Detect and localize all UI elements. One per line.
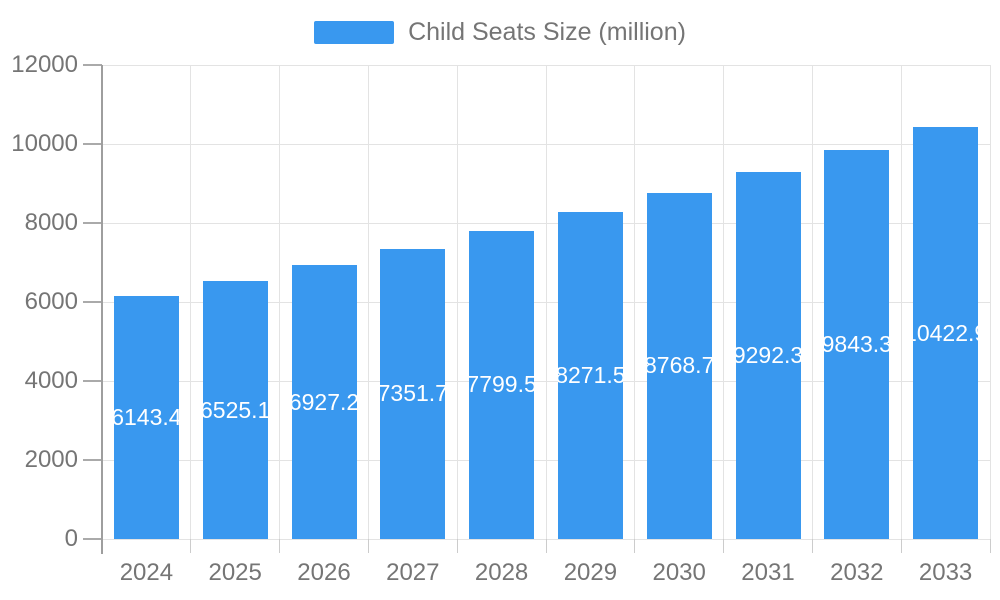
x-gridline xyxy=(545,65,547,539)
x-gridline xyxy=(723,65,725,539)
x-tick-label: 2032 xyxy=(830,559,884,586)
x-axis-tick xyxy=(634,539,636,553)
x-tick-label: 2029 xyxy=(563,559,618,586)
legend-label: Child Seats Size (million) xyxy=(408,18,686,46)
y-axis-tick xyxy=(83,222,102,224)
x-tick-label: 2026 xyxy=(297,559,351,586)
y-tick-label: 4000 xyxy=(24,367,78,394)
bar-value-label: 7799.5 xyxy=(469,371,535,398)
x-gridline xyxy=(900,65,902,539)
x-tick-label: 2027 xyxy=(386,559,440,586)
y-tick-label: 8000 xyxy=(24,209,78,236)
bar-2028[interactable]: 7799.5 xyxy=(469,230,535,539)
bar-value-label: 8768.7 xyxy=(646,352,712,379)
y-axis-tick xyxy=(83,538,102,540)
legend-item[interactable]: Child Seats Size (million) xyxy=(0,18,1000,47)
bar-value-label: 9843.3 xyxy=(824,331,890,358)
bar-value-label: 8271.5 xyxy=(557,362,623,389)
y-tick-label: 10000 xyxy=(11,130,78,157)
x-gridline xyxy=(811,65,813,539)
legend-swatch xyxy=(314,21,395,44)
y-tick-label: 2000 xyxy=(24,446,78,473)
bar-2032[interactable]: 9843.3 xyxy=(824,150,890,539)
x-axis-tick xyxy=(900,539,902,553)
x-axis-tick xyxy=(456,539,458,553)
x-gridline xyxy=(279,65,281,539)
bar-2029[interactable]: 8271.5 xyxy=(557,212,623,539)
y-tick-label: 12000 xyxy=(11,51,78,78)
x-gridline xyxy=(190,65,192,539)
bar-2031[interactable]: 9292.3 xyxy=(735,171,801,539)
x-tick-label: 2031 xyxy=(741,559,795,586)
x-axis-tick xyxy=(723,539,725,553)
bar-2024[interactable]: 6143.4 xyxy=(113,296,179,539)
x-tick-label: 2033 xyxy=(918,559,973,586)
x-gridline xyxy=(367,65,369,539)
x-tick-label: 2025 xyxy=(208,559,262,586)
x-axis-tick xyxy=(367,539,369,553)
bar-2026[interactable]: 6927.2 xyxy=(291,265,357,539)
bar-2030[interactable]: 8768.7 xyxy=(646,192,712,539)
y-axis-tick xyxy=(83,143,102,145)
bar-value-label: 6927.2 xyxy=(291,388,357,415)
bar-2033[interactable]: 10422.9 xyxy=(913,127,979,539)
y-axis-line xyxy=(101,65,103,554)
y-tick-label: 0 xyxy=(64,525,78,552)
x-gridline xyxy=(456,65,458,539)
y-axis-tick xyxy=(83,64,102,66)
bar-value-label: 6525.1 xyxy=(202,396,268,423)
x-gridline xyxy=(989,65,991,539)
x-axis-tick xyxy=(279,539,281,553)
x-axis-tick xyxy=(989,539,991,553)
bar-value-label: 7351.7 xyxy=(380,380,446,407)
x-tick-label: 2024 xyxy=(119,559,174,586)
x-axis-tick xyxy=(190,539,192,553)
y-tick-label: 6000 xyxy=(24,288,78,315)
x-axis-tick xyxy=(811,539,813,553)
y-axis-tick xyxy=(83,459,102,461)
bar-value-label: 9292.3 xyxy=(735,341,801,368)
x-gridline xyxy=(634,65,636,539)
y-axis-tick xyxy=(83,301,102,303)
bar-value-label: 6143.4 xyxy=(113,404,179,431)
y-axis-tick xyxy=(83,380,102,382)
bar-value-label: 10422.9 xyxy=(913,319,978,346)
x-tick-label: 2028 xyxy=(474,559,529,586)
bar-2025[interactable]: 6525.1 xyxy=(202,281,268,539)
x-axis-tick xyxy=(545,539,547,553)
bar-2027[interactable]: 7351.7 xyxy=(380,248,446,539)
x-tick-label: 2030 xyxy=(652,559,706,586)
